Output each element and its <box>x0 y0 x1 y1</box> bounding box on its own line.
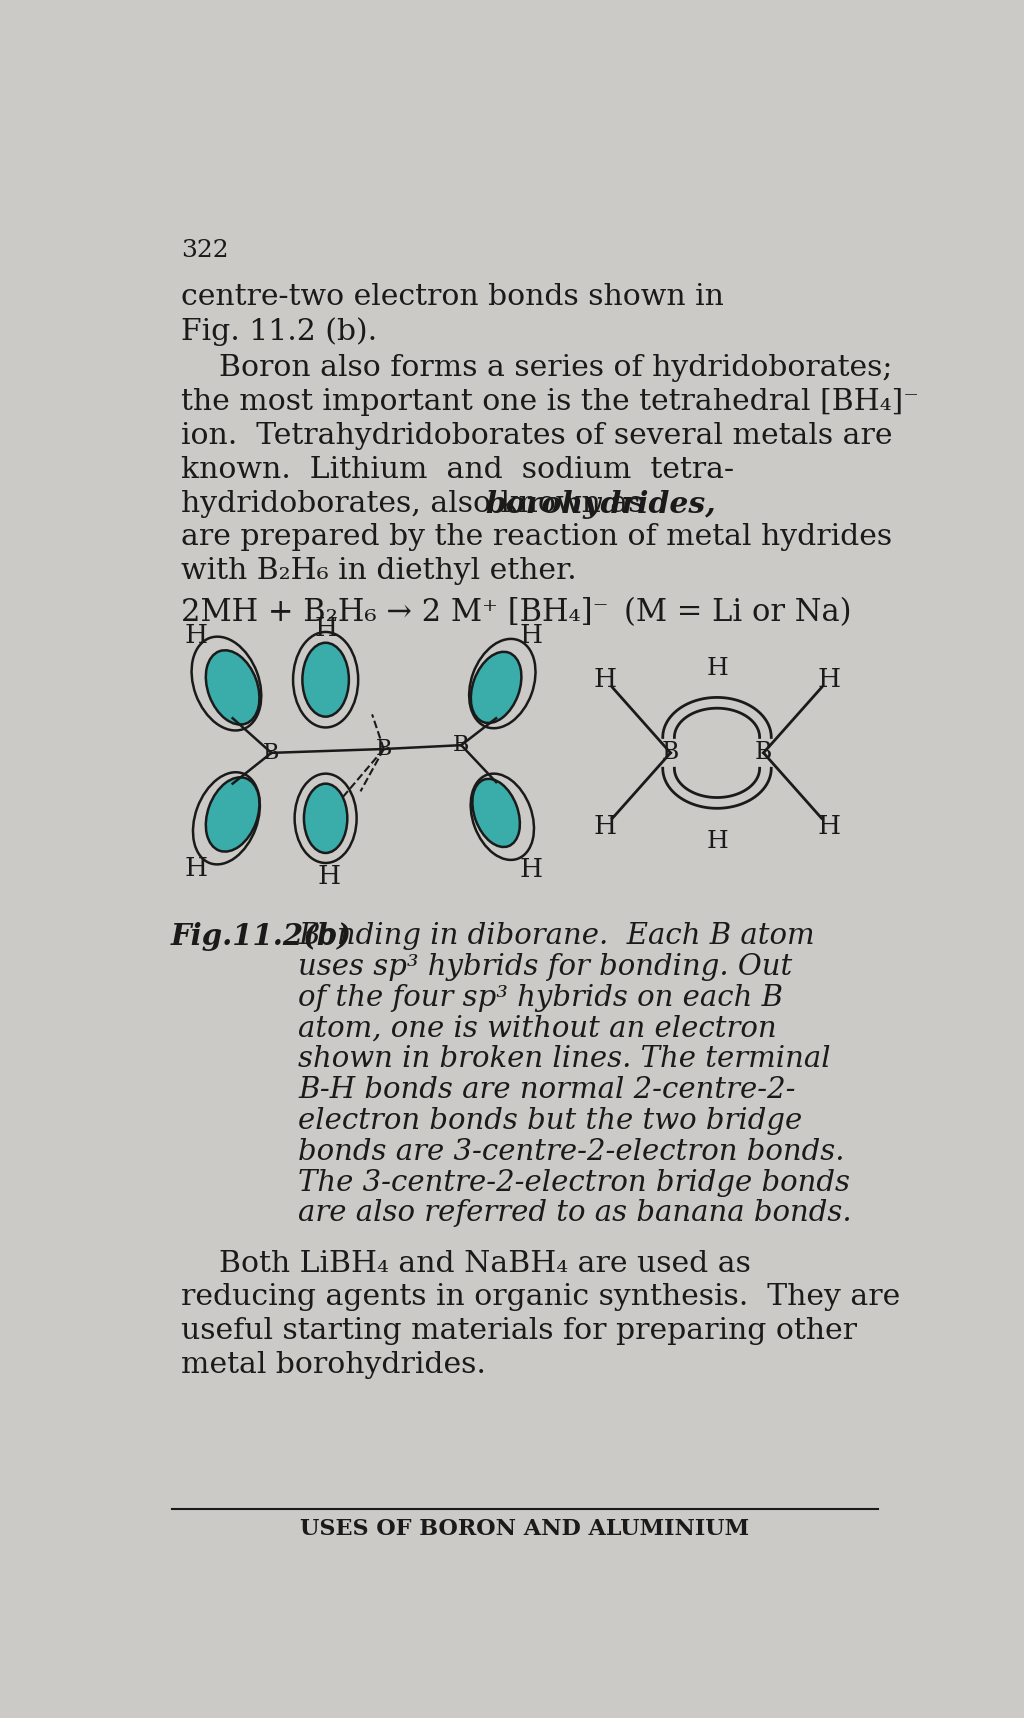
Text: USES OF BORON AND ALUMINIUM: USES OF BORON AND ALUMINIUM <box>300 1519 750 1541</box>
Ellipse shape <box>472 778 520 847</box>
Text: H: H <box>593 667 616 692</box>
Text: B: B <box>453 734 469 756</box>
Text: the most important one is the tetrahedral [BH₄]⁻: the most important one is the tetrahedra… <box>180 388 919 416</box>
Text: B: B <box>662 742 679 765</box>
Text: are prepared by the reaction of metal hydrides: are prepared by the reaction of metal hy… <box>180 524 892 551</box>
Text: (M = Li or Na): (M = Li or Na) <box>624 598 852 629</box>
Text: 322: 322 <box>180 239 228 261</box>
Text: H: H <box>184 624 208 648</box>
Text: Fig.11.2(b): Fig.11.2(b) <box>171 923 351 952</box>
Text: of the four sp³ hybrids on each B: of the four sp³ hybrids on each B <box>299 984 783 1012</box>
Text: hydridoborates, also known as: hydridoborates, also known as <box>180 490 652 517</box>
Text: borohydrides,: borohydrides, <box>485 490 716 519</box>
Text: atom, one is without an electron: atom, one is without an electron <box>299 1015 777 1043</box>
Text: useful starting materials for preparing other: useful starting materials for preparing … <box>180 1318 857 1345</box>
Ellipse shape <box>302 643 349 716</box>
Text: H: H <box>818 667 841 692</box>
Text: B: B <box>376 739 392 759</box>
Text: Both LiBH₄ and NaBH₄ are used as: Both LiBH₄ and NaBH₄ are used as <box>180 1249 751 1278</box>
Text: centre-two electron bonds shown in: centre-two electron bonds shown in <box>180 283 724 311</box>
Text: are also referred to as banana bonds.: are also referred to as banana bonds. <box>299 1199 852 1227</box>
Ellipse shape <box>304 783 347 852</box>
Text: with B₂H₆ in diethyl ether.: with B₂H₆ in diethyl ether. <box>180 557 577 586</box>
Text: known.  Lithium  and  sodium  tetra-: known. Lithium and sodium tetra- <box>180 455 734 484</box>
Ellipse shape <box>206 651 259 725</box>
Text: H: H <box>519 857 543 883</box>
Text: shown in broken lines. The terminal: shown in broken lines. The terminal <box>299 1046 831 1074</box>
Text: H: H <box>317 864 341 888</box>
Text: uses sp³ hybrids for bonding. Out: uses sp³ hybrids for bonding. Out <box>299 953 793 981</box>
Text: Fig. 11.2 (b).: Fig. 11.2 (b). <box>180 318 377 345</box>
Text: H: H <box>707 830 728 852</box>
Text: H: H <box>707 656 728 680</box>
Ellipse shape <box>206 777 259 852</box>
Ellipse shape <box>471 651 521 723</box>
Text: H: H <box>593 814 616 838</box>
Text: B-H bonds are normal 2-centre-2-: B-H bonds are normal 2-centre-2- <box>299 1075 796 1105</box>
Text: ion.  Tetrahydridoborates of several metals are: ion. Tetrahydridoborates of several meta… <box>180 421 892 450</box>
Text: Boron also forms a series of hydridoborates;: Boron also forms a series of hydridobora… <box>180 354 892 381</box>
Text: reducing agents in organic synthesis.  They are: reducing agents in organic synthesis. Th… <box>180 1283 900 1311</box>
Text: Bonding in diborane.  Each B atom: Bonding in diborane. Each B atom <box>299 923 815 950</box>
Text: 2MH + B₂H₆ → 2 M⁺ [BH₄]⁻: 2MH + B₂H₆ → 2 M⁺ [BH₄]⁻ <box>180 598 608 629</box>
Text: B: B <box>263 742 280 765</box>
Text: H: H <box>818 814 841 838</box>
Text: H: H <box>519 624 543 648</box>
Text: bonds are 3-centre-2-electron bonds.: bonds are 3-centre-2-electron bonds. <box>299 1137 845 1167</box>
Text: B: B <box>755 742 772 765</box>
Text: electron bonds but the two bridge: electron bonds but the two bridge <box>299 1106 803 1136</box>
Text: H: H <box>184 856 208 881</box>
Text: H: H <box>314 615 337 641</box>
Text: The 3-centre-2-electron bridge bonds: The 3-centre-2-electron bridge bonds <box>299 1168 851 1197</box>
Text: metal borohydrides.: metal borohydrides. <box>180 1350 485 1380</box>
